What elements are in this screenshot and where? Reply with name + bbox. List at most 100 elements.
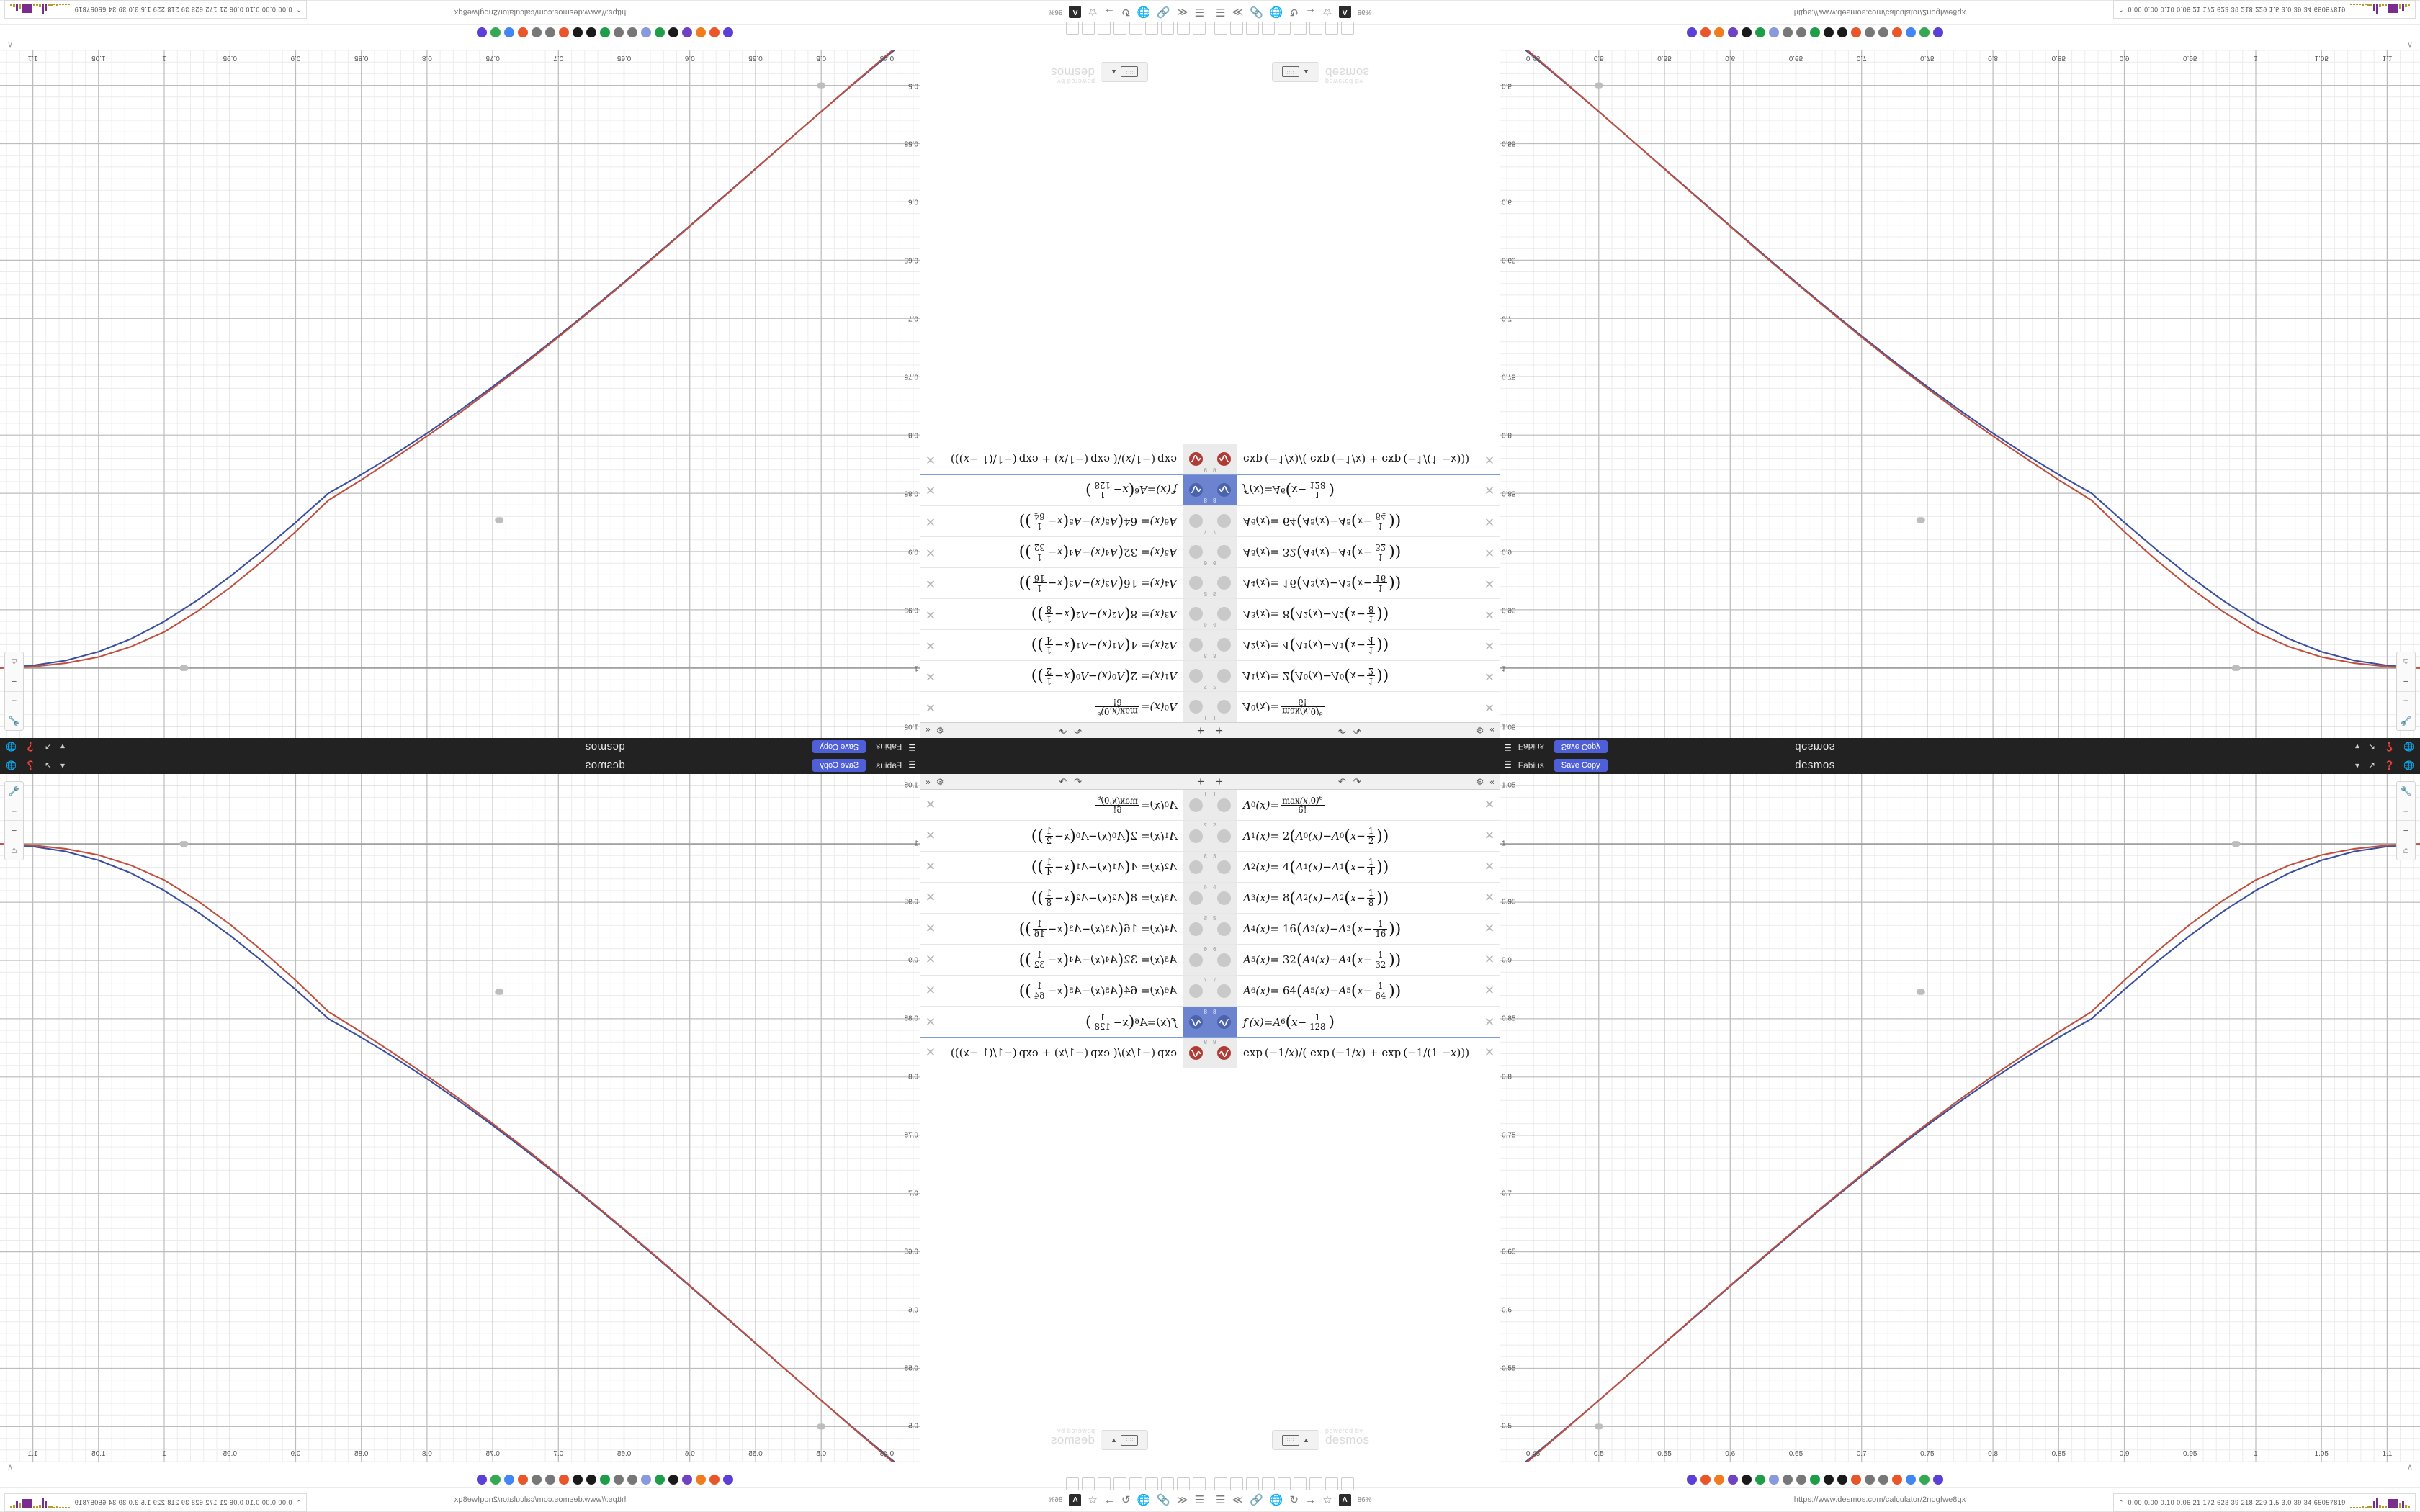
globe-icon[interactable]: 🌐 bbox=[1137, 6, 1151, 19]
expression-row[interactable]: 1 A 0 (x) = max(x,0)6 6! ✕ bbox=[920, 790, 1210, 821]
bookmark-favicon[interactable] bbox=[1837, 27, 1847, 38]
bookmark-favicon[interactable] bbox=[709, 27, 720, 38]
system-monitor-widget[interactable]: ⌃ 0.00 0.00 0.10 0.06 21 172 623 39 218 … bbox=[2113, 0, 2416, 19]
expression-color-swatch[interactable]: 9 bbox=[1183, 444, 1210, 474]
tray-icon[interactable] bbox=[1230, 1477, 1243, 1490]
delete-expression-button[interactable]: ✕ bbox=[1484, 829, 1495, 842]
tray-icon[interactable] bbox=[1193, 22, 1206, 35]
tray-icon[interactable] bbox=[1113, 1477, 1126, 1490]
keyboard-toggle-button[interactable]: :::: ▲ bbox=[1272, 62, 1319, 82]
gear-icon[interactable]: ⚙ bbox=[1476, 725, 1484, 736]
expression-formula[interactable]: A 0 (x) = max(x,0)6 6! bbox=[1095, 697, 1177, 718]
expression-formula[interactable]: A 3 (x) = 8(A 2 (x) − A 2(x − 1 8)) bbox=[1031, 604, 1177, 624]
delete-expression-button[interactable]: ✕ bbox=[925, 670, 936, 683]
zoom-in-button[interactable]: + bbox=[5, 691, 23, 711]
tray-icon[interactable] bbox=[1177, 22, 1190, 35]
zoom-in-button[interactable]: + bbox=[5, 801, 23, 821]
zoom-out-button[interactable]: − bbox=[5, 821, 23, 840]
graph-canvas[interactable]: 0.5 0.55 0.6 0.65 0.7 0.75 0.8 0.85 0.9 0.95 1 1.05… bbox=[0, 50, 920, 738]
bookmark-favicon[interactable] bbox=[532, 1474, 542, 1485]
delete-expression-button[interactable]: ✕ bbox=[925, 984, 936, 997]
expression-formula[interactable]: exp (−1/x)/( exp (−1/x) + exp (−1/(1 − x… bbox=[950, 453, 1177, 466]
expression-rows[interactable]: 1 A 0 (x) = max(x,0)6 6! ✕ 2 A 1 (x) = 2(A 0 (x) − A 0… bbox=[1210, 790, 1500, 1423]
bookmarks-bar[interactable] bbox=[1210, 1472, 2420, 1488]
chevrons-icon[interactable]: ≪ bbox=[1176, 1493, 1188, 1506]
extensions-icon[interactable]: 🔗 bbox=[1157, 1493, 1170, 1506]
bookmark-favicon[interactable] bbox=[573, 1474, 583, 1485]
forward-icon[interactable]: → bbox=[1305, 1493, 1317, 1506]
gear-icon[interactable]: ⚙ bbox=[1476, 776, 1484, 787]
bookmark-favicon[interactable] bbox=[600, 1474, 610, 1485]
expression-formula[interactable]: A 2 (x) = 4(A 1 (x) − A 1(x − 1 4)) bbox=[1243, 857, 1389, 877]
expression-toolbar[interactable]: + ↶ ↷ ⚙ « bbox=[1210, 722, 1500, 738]
bookmark-favicon[interactable] bbox=[1687, 27, 1697, 38]
expression-color-swatch[interactable]: 6 bbox=[1183, 537, 1210, 567]
expression-formula[interactable]: f (x) = A 6(x − 1 128) bbox=[1085, 1012, 1177, 1032]
delete-expression-button[interactable]: ✕ bbox=[925, 639, 936, 652]
save-copy-button[interactable]: Save Copy bbox=[812, 758, 866, 772]
bookmark-favicon[interactable] bbox=[627, 27, 637, 38]
help-icon[interactable]: ❓ bbox=[24, 742, 36, 752]
expression-formula[interactable]: A 3 (x) = 8(A 2 (x) − A 2(x − 1 8)) bbox=[1243, 888, 1389, 908]
bookmark-favicon[interactable] bbox=[1851, 27, 1861, 38]
expression-color-swatch[interactable]: 8 bbox=[1183, 475, 1210, 505]
expression-color-swatch[interactable]: 5 bbox=[1210, 914, 1237, 944]
bookmark-favicon[interactable] bbox=[668, 1474, 678, 1485]
reload-icon[interactable]: ↻ bbox=[1289, 1493, 1299, 1506]
bookmark-favicon[interactable] bbox=[1933, 1474, 1943, 1485]
taskbar-tray[interactable] bbox=[1066, 22, 1206, 35]
delete-expression-button[interactable]: ✕ bbox=[1484, 546, 1495, 559]
bookmark-favicon[interactable] bbox=[614, 27, 624, 38]
app-topbar[interactable]: ☰ Fabius Save Copy desmos ▾ ↗ ❓ 🌐 bbox=[1210, 756, 2420, 774]
language-icon[interactable]: 🌐 bbox=[6, 742, 17, 752]
language-icon[interactable]: 🌐 bbox=[2403, 760, 2414, 770]
expression-formula[interactable]: A 1 (x) = 2(A 0 (x) − A 0(x − 1 2)) bbox=[1031, 666, 1177, 686]
curve-style-icon[interactable] bbox=[1216, 984, 1231, 998]
expression-formula[interactable]: A 4 (x) = 16(A 3 (x) − A 3(x − 1 16)) bbox=[1243, 919, 1402, 939]
chevrons-icon[interactable]: ≪ bbox=[1232, 1493, 1244, 1506]
delete-expression-button[interactable]: ✕ bbox=[925, 860, 936, 873]
curve-style-icon[interactable] bbox=[1189, 891, 1204, 905]
undo-button[interactable]: ↶ bbox=[1337, 775, 1346, 787]
bookmark-favicon[interactable] bbox=[1755, 1474, 1765, 1485]
bookmark-favicon[interactable] bbox=[545, 27, 555, 38]
tray-icon[interactable] bbox=[1161, 22, 1174, 35]
zoom-in-button[interactable]: + bbox=[2397, 801, 2415, 821]
expression-color-swatch[interactable]: 3 bbox=[1183, 630, 1210, 660]
bookmark-favicon[interactable] bbox=[1769, 27, 1779, 38]
expression-color-swatch[interactable]: 6 bbox=[1210, 945, 1237, 975]
curve-style-icon[interactable] bbox=[1189, 638, 1204, 652]
collapse-panel-button[interactable]: « bbox=[925, 776, 931, 787]
expression-color-swatch[interactable]: 2 bbox=[1183, 661, 1210, 691]
tray-icon[interactable] bbox=[1230, 22, 1243, 35]
bookmark-favicon[interactable] bbox=[723, 1474, 733, 1485]
redo-button[interactable]: ↷ bbox=[1059, 725, 1067, 737]
bookmark-favicon[interactable] bbox=[1783, 27, 1793, 38]
expression-color-swatch[interactable]: 5 bbox=[1210, 568, 1237, 598]
expression-toolbar[interactable]: + ↶ ↷ ⚙ « bbox=[920, 722, 1210, 738]
globe-icon[interactable]: 🌐 bbox=[1137, 1493, 1151, 1506]
tray-icon[interactable] bbox=[1325, 22, 1338, 35]
bookmark-favicon[interactable] bbox=[532, 27, 542, 38]
url-text[interactable]: https://www.desmos.com/calculator/2nogfw… bbox=[1793, 1495, 1966, 1504]
curve-style-icon[interactable] bbox=[1189, 452, 1204, 467]
bookmark-favicon[interactable] bbox=[1700, 27, 1711, 38]
delete-expression-button[interactable]: ✕ bbox=[925, 453, 936, 467]
forward-icon[interactable]: → bbox=[1103, 6, 1115, 19]
add-expression-button[interactable]: + bbox=[1216, 724, 1223, 738]
curve-style-icon[interactable] bbox=[1189, 514, 1204, 528]
curve-style-icon[interactable] bbox=[1216, 483, 1231, 497]
collapse-chrome-caret[interactable]: ∧ bbox=[2406, 1462, 2413, 1472]
expression-formula[interactable]: exp (−1/x)/( exp (−1/x) + exp (−1/(1 − x… bbox=[950, 1046, 1177, 1059]
zoom-out-button[interactable]: − bbox=[2397, 821, 2415, 840]
language-icon[interactable]: 🌐 bbox=[6, 760, 17, 770]
curve-style-icon[interactable] bbox=[1189, 545, 1204, 559]
expression-color-swatch[interactable]: 8 bbox=[1183, 1007, 1210, 1037]
bookmark-favicon[interactable] bbox=[1810, 1474, 1820, 1485]
bookmarks-bar[interactable] bbox=[0, 24, 1210, 40]
expression-row[interactable]: 6 A 5 (x) = 32(A 4 (x) − A 4(x − 1 32)) ✕ bbox=[920, 945, 1210, 976]
star-icon[interactable]: ☆ bbox=[1322, 1493, 1332, 1506]
expression-row[interactable]: 2 A 1 (x) = 2(A 0 (x) − A 0(x − 1 2)) ✕ bbox=[1210, 821, 1500, 852]
keyboard-toggle-button[interactable]: :::: ▲ bbox=[1272, 1430, 1319, 1450]
translate-icon[interactable]: A bbox=[1069, 6, 1082, 19]
